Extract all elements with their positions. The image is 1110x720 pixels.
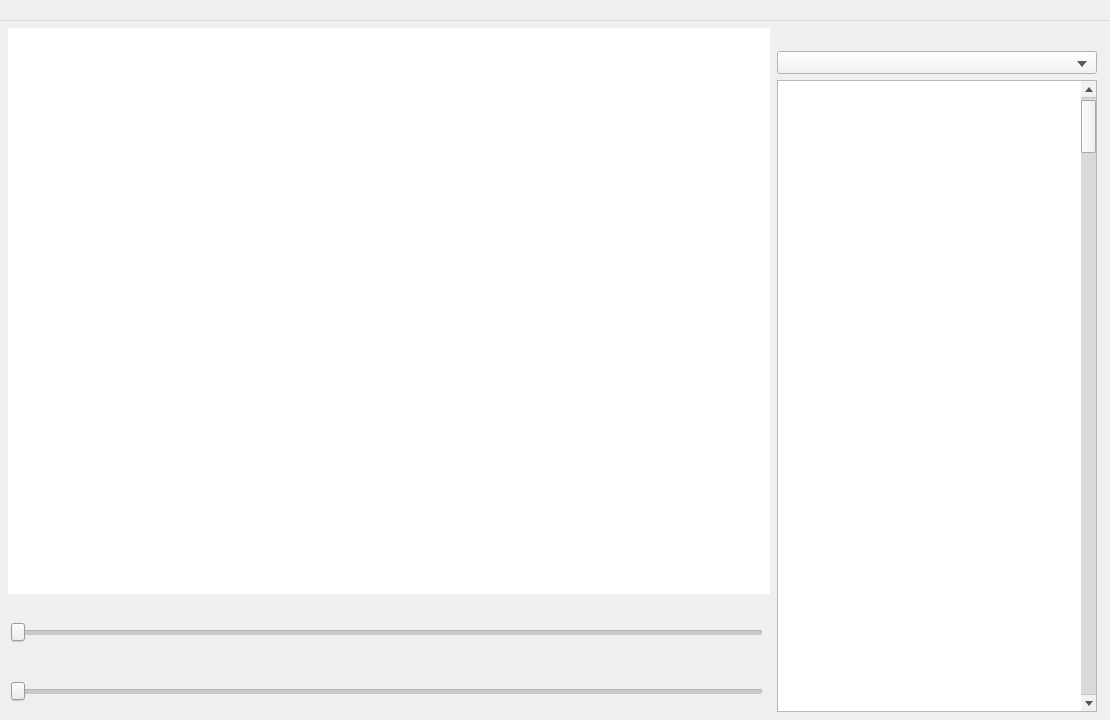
data-table-frame [777,80,1097,712]
chevron-down-icon [1077,61,1087,67]
menu-bar [0,0,1110,21]
menu-item-file[interactable] [0,8,18,12]
scrollbar-thumb[interactable] [1081,100,1096,153]
scrollbar-up-button[interactable] [1081,81,1096,98]
scrollbar-track[interactable] [1081,81,1096,711]
elevation-slider-handle[interactable] [11,682,25,700]
arrow-down-icon [1084,700,1093,706]
plot-3d-wireframe [8,28,770,594]
menu-item-about[interactable] [18,8,36,12]
scrollbar-down-button[interactable] [1081,694,1096,711]
elevation-slider-track[interactable] [11,682,762,700]
azimuth-slider-track[interactable] [11,623,762,641]
arrow-up-icon [1084,86,1093,92]
plot-type-combobox[interactable] [777,51,1097,74]
azimuth-slider-handle[interactable] [11,623,25,641]
